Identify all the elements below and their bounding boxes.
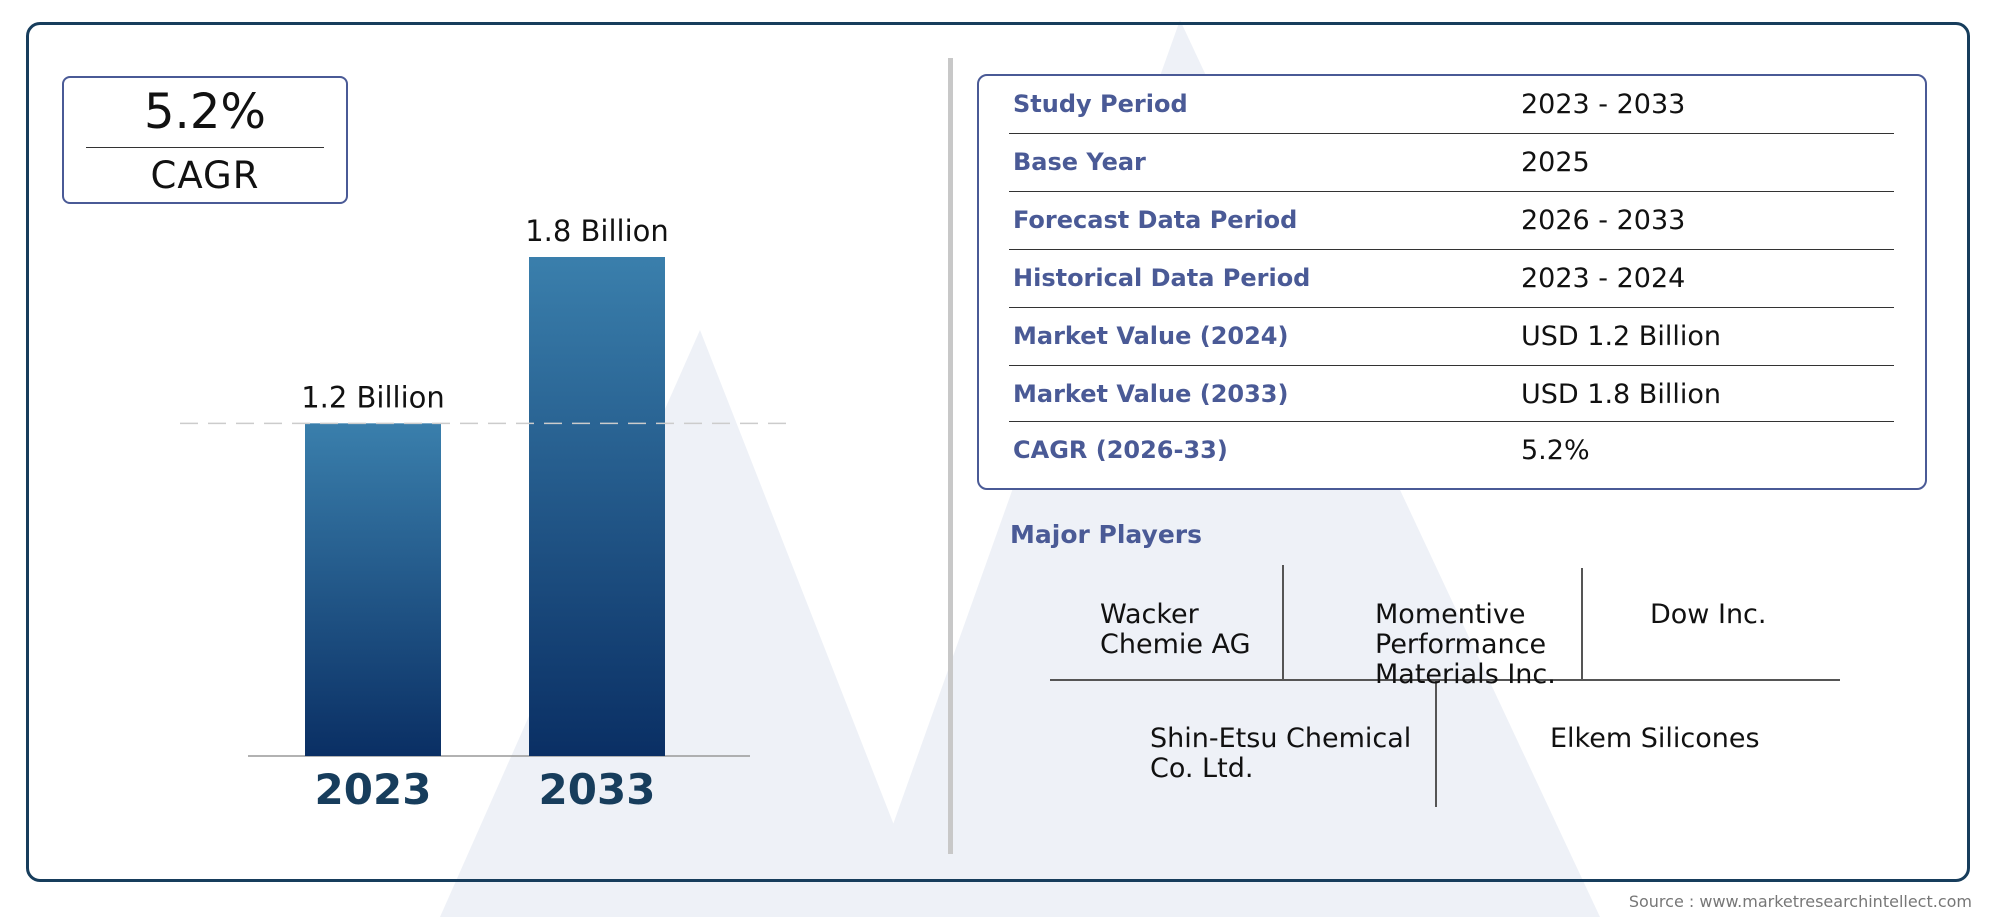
info-row-value: USD 1.8 Billion xyxy=(1521,379,1721,410)
bar-value-label: 1.2 Billion xyxy=(301,380,445,414)
vertical-divider xyxy=(948,58,953,854)
cagr-box: 5.2% CAGR xyxy=(62,76,348,204)
info-row: Market Value (2033) USD 1.8 Billion xyxy=(1009,366,1894,422)
cagr-divider xyxy=(86,147,324,148)
info-row-value: USD 1.2 Billion xyxy=(1521,321,1721,352)
info-row-label: Base Year xyxy=(1013,148,1146,176)
info-row-label: Historical Data Period xyxy=(1013,264,1311,292)
player-wacker: Wacker Chemie AG xyxy=(1100,599,1251,660)
labels-layer: 1.2 Billion 2023 1.8 Billion 2033 xyxy=(301,214,669,814)
info-row-value: 5.2% xyxy=(1521,435,1590,466)
info-row-label: Market Value (2024) xyxy=(1013,322,1289,350)
players-vline-3 xyxy=(1435,680,1437,807)
info-row-value: 2023 - 2033 xyxy=(1521,89,1686,120)
bars-layer xyxy=(305,257,665,756)
source-note: Source : www.marketresearchintellect.com xyxy=(1628,892,1972,911)
info-row-label: CAGR (2026-33) xyxy=(1013,436,1228,464)
player-elkem: Elkem Silicones xyxy=(1550,723,1760,754)
category-label: 2033 xyxy=(539,765,656,814)
info-row-label: Market Value (2033) xyxy=(1013,380,1289,408)
bar-chart: 1.2 Billion 2023 1.8 Billion 2033 xyxy=(180,214,790,814)
info-row: Study Period 2023 - 2033 xyxy=(1009,76,1894,134)
info-row: CAGR (2026-33) 5.2% xyxy=(1009,422,1894,480)
info-row: Market Value (2024) USD 1.2 Billion xyxy=(1009,308,1894,366)
player-momentive: Momentive Performance Materials Inc. xyxy=(1375,599,1556,690)
bar-2033 xyxy=(529,257,665,756)
major-players-title: Major Players xyxy=(1010,520,1202,549)
cagr-label: CAGR xyxy=(150,154,260,197)
info-row-value: 2026 - 2033 xyxy=(1521,205,1686,236)
info-row: Forecast Data Period 2026 - 2033 xyxy=(1009,192,1894,250)
bar-value-label: 1.8 Billion xyxy=(525,214,669,248)
bar-2023 xyxy=(305,423,441,756)
category-label: 2023 xyxy=(315,765,432,814)
player-shin-etsu: Shin-Etsu Chemical Co. Ltd. xyxy=(1150,723,1412,784)
info-row-label: Forecast Data Period xyxy=(1013,206,1298,234)
players-vline-1 xyxy=(1282,565,1284,679)
info-row-value: 2023 - 2024 xyxy=(1521,263,1686,294)
info-row: Base Year 2025 xyxy=(1009,134,1894,192)
players-vline-2 xyxy=(1581,568,1583,679)
info-row-label: Study Period xyxy=(1013,90,1188,118)
players-hline xyxy=(1050,679,1840,681)
info-row: Historical Data Period 2023 - 2024 xyxy=(1009,250,1894,308)
info-row-value: 2025 xyxy=(1521,147,1590,178)
study-info-table: Study Period 2023 - 2033 Base Year 2025 Fore… xyxy=(977,74,1927,490)
outer-frame xyxy=(26,22,1970,882)
player-dow: Dow Inc. xyxy=(1650,599,1767,630)
cagr-value: 5.2% xyxy=(144,84,266,140)
